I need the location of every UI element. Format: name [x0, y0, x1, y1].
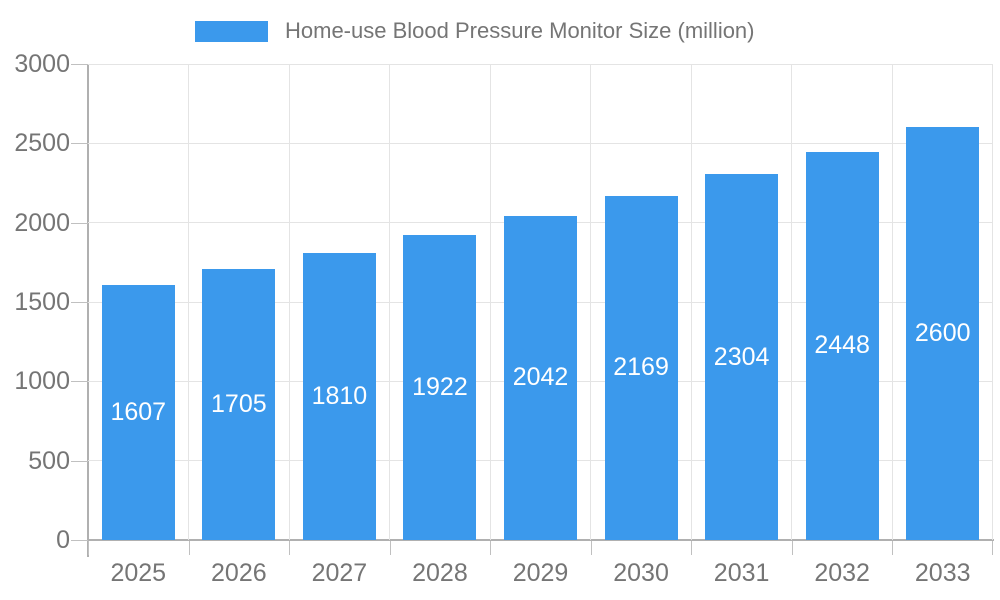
bar-value-label-2032: 2448 [814, 331, 870, 360]
x-axis-label-2029: 2029 [512, 559, 569, 587]
x-axis-label-2027: 2027 [311, 559, 368, 587]
x-tick-4 [490, 541, 492, 555]
y-axis-label-3000: 3000 [14, 50, 70, 78]
v-gridline-4 [489, 64, 491, 540]
legend-item[interactable]: Home-use Blood Pressure Monitor Size (mi… [195, 18, 755, 44]
bar-2030[interactable]: 2169 [604, 195, 678, 540]
x-axis-label-2032: 2032 [814, 559, 870, 587]
legend-swatch [195, 20, 268, 42]
bar-2025[interactable]: 1607 [101, 285, 175, 540]
bar-2033[interactable]: 2600 [906, 127, 980, 540]
x-tick-0 [88, 541, 89, 555]
y-axis-label-500: 500 [28, 446, 70, 475]
y-axis-label-1500: 1500 [14, 288, 70, 316]
v-gridline-2 [288, 64, 290, 540]
bar-2026[interactable]: 1705 [202, 269, 276, 540]
bar-2027[interactable]: 1810 [302, 252, 376, 540]
v-gridline-9 [991, 64, 993, 540]
v-gridline-5 [590, 64, 592, 540]
bar-value-label-2031: 2304 [713, 342, 770, 371]
x-axis-label-2025: 2025 [110, 559, 167, 587]
y-tick-500 [71, 460, 88, 462]
x-tick-5 [590, 541, 592, 555]
v-gridline-1 [188, 64, 190, 540]
bar-value-label-2029: 2042 [512, 363, 569, 392]
x-tick-9 [992, 541, 993, 555]
y-tick-0 [71, 540, 88, 541]
x-axis-line [87, 539, 994, 541]
bar-2032[interactable]: 2448 [805, 151, 879, 540]
x-axis-label-2026: 2026 [211, 559, 267, 587]
x-tick-2 [289, 541, 291, 555]
bar-value-label-2027: 1810 [311, 381, 368, 410]
bar-value-label-2025: 1607 [110, 398, 167, 426]
v-gridline-7 [791, 64, 793, 540]
y-axis-label-2500: 2500 [14, 129, 70, 158]
y-axis-label-1000: 1000 [14, 367, 70, 396]
y-tick-3000 [71, 64, 88, 65]
x-axis-label-2033: 2033 [914, 559, 971, 587]
x-tick-8 [892, 541, 894, 555]
x-tick-7 [791, 541, 793, 555]
y-tick-2500 [71, 143, 88, 145]
v-gridline-8 [891, 64, 893, 540]
y-tick-1000 [71, 381, 88, 383]
y-axis-label-0: 0 [56, 526, 70, 554]
y-tick-1500 [71, 302, 88, 303]
x-tick-1 [188, 541, 190, 555]
y-axis-label-2000: 2000 [14, 208, 70, 237]
x-tick-3 [389, 541, 391, 555]
bar-2028[interactable]: 1922 [403, 235, 477, 540]
h-gridline-3000 [88, 64, 993, 65]
y-tick-2000 [71, 222, 88, 224]
bar-value-label-2026: 1705 [211, 390, 267, 419]
bar-value-label-2033: 2600 [914, 319, 971, 348]
legend-label: Home-use Blood Pressure Monitor Size (mi… [285, 18, 755, 43]
x-axis-label-2030: 2030 [613, 559, 669, 587]
v-gridline-3 [389, 64, 391, 540]
x-axis-label-2028: 2028 [412, 559, 468, 587]
x-tick-6 [691, 541, 693, 555]
h-gridline-2500 [88, 142, 993, 144]
y-axis-line [87, 64, 89, 557]
bar-2031[interactable]: 2304 [705, 174, 779, 540]
bar-value-label-2030: 2169 [613, 353, 669, 382]
bar-2029[interactable]: 2042 [504, 216, 577, 540]
v-gridline-6 [690, 64, 692, 540]
x-axis-label-2031: 2031 [713, 559, 770, 587]
plot-area: 1607 1705 1810 1922 2042 2169 2304 2448 2600 [88, 64, 993, 540]
bar-value-label-2028: 1922 [412, 373, 468, 401]
